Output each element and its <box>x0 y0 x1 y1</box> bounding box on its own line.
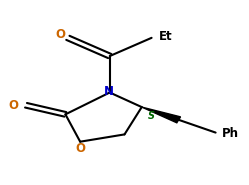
Text: O: O <box>75 142 85 155</box>
Polygon shape <box>142 107 181 123</box>
Text: S: S <box>148 111 155 121</box>
Text: Ph: Ph <box>222 127 239 140</box>
Text: O: O <box>56 28 65 41</box>
Text: O: O <box>9 99 19 112</box>
Text: Et: Et <box>159 30 173 43</box>
Text: N: N <box>104 85 114 98</box>
